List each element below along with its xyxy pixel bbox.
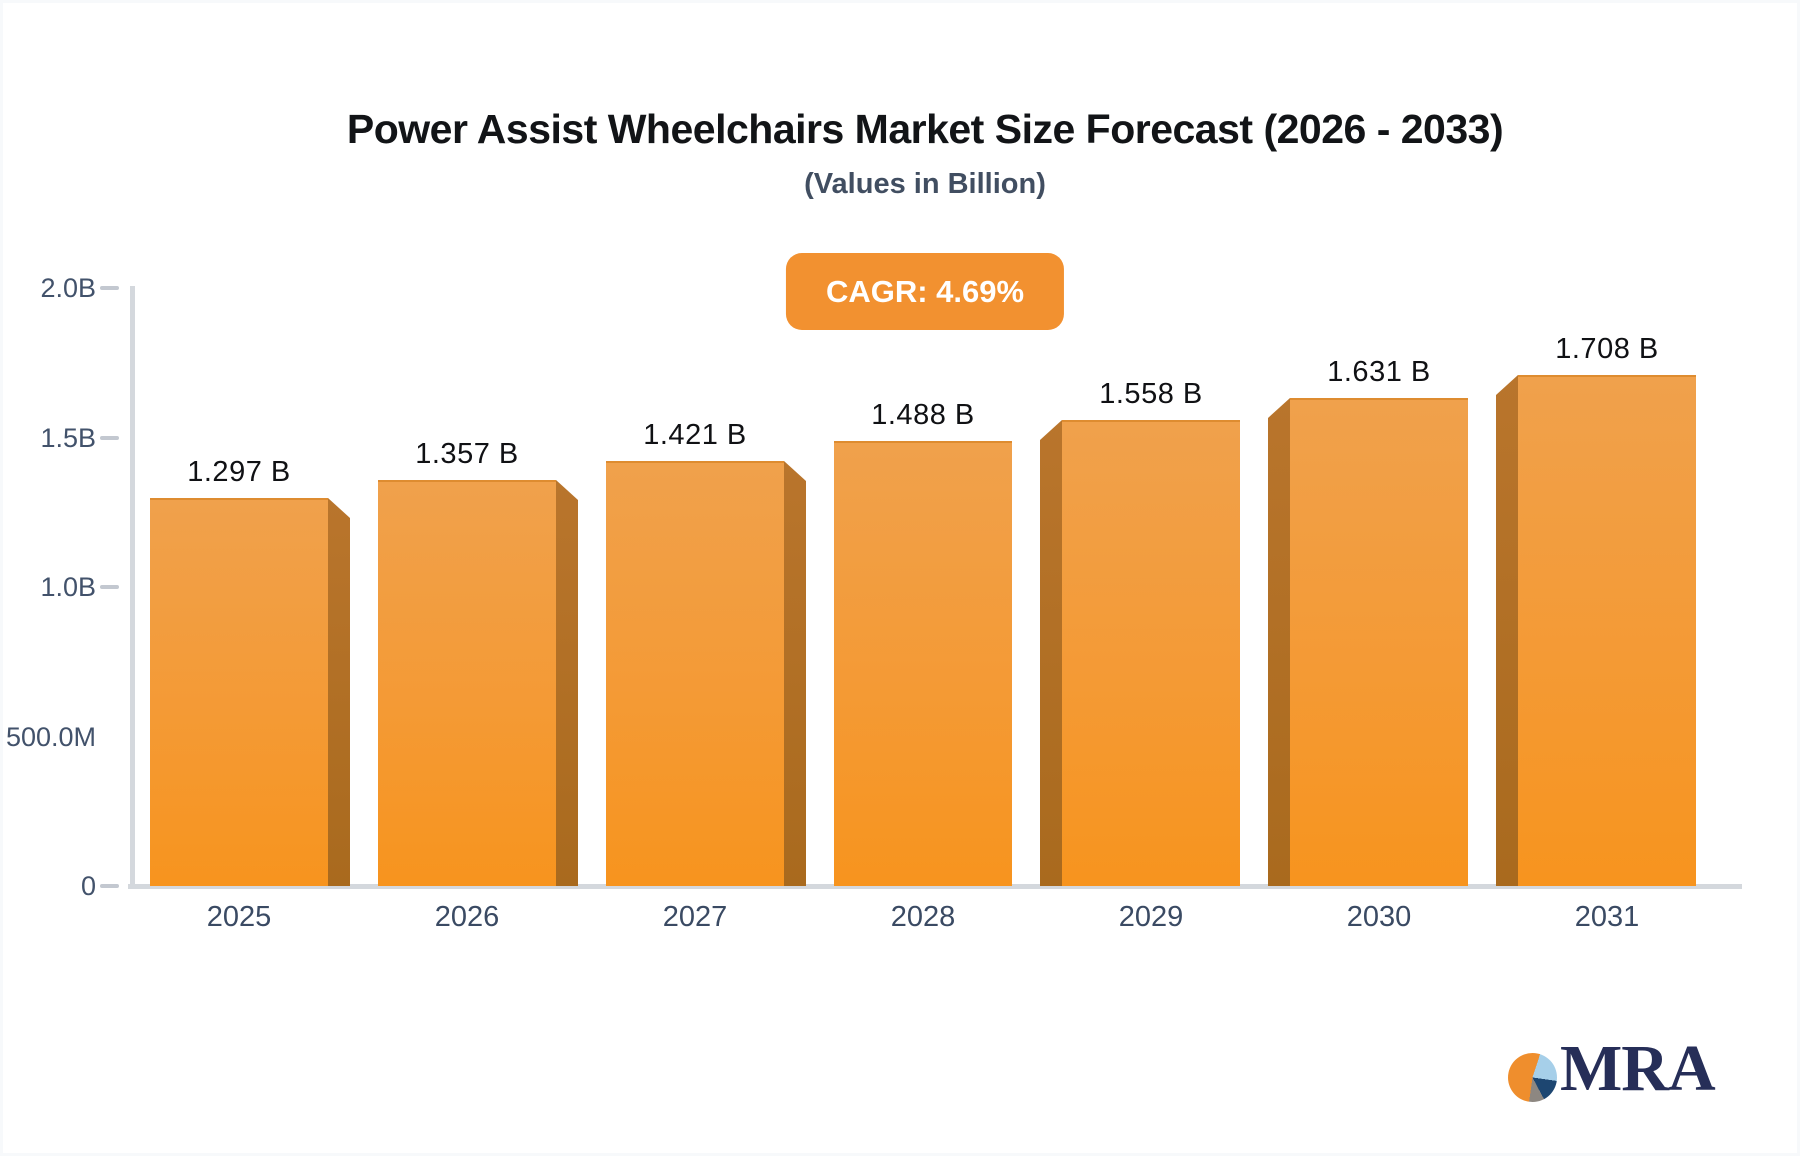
mra-logo: MRA: [1508, 1030, 1716, 1108]
y-axis-line: [130, 286, 135, 889]
bar: [1518, 375, 1696, 886]
bar: [834, 441, 1012, 886]
x-axis-category-label: 2029: [1118, 901, 1184, 933]
bar-value-label: 1.421 B: [643, 419, 747, 451]
bar-value-label: 1.631 B: [1327, 356, 1431, 388]
bar-3d-side: [1268, 398, 1290, 886]
logo-text: MRA: [1560, 1032, 1716, 1105]
bar: [1290, 398, 1468, 886]
x-axis-category-label: 2026: [434, 901, 500, 933]
pie-chart-icon: [1508, 1052, 1557, 1102]
bar-value-label: 1.488 B: [871, 399, 975, 431]
bar-value-label: 1.357 B: [415, 438, 519, 470]
y-axis-tick-label: 2.0B: [40, 273, 96, 303]
chart-title: Power Assist Wheelchairs Market Size For…: [346, 106, 1504, 152]
bar: [606, 461, 784, 886]
y-axis-tick-mark: [100, 286, 119, 290]
chart-subtitle: (Values in Billion): [804, 168, 1046, 200]
bar-3d-side: [784, 461, 806, 886]
x-axis-category-label: 2025: [206, 901, 272, 933]
x-axis-baseline: [128, 884, 1742, 889]
x-axis-category-label: 2027: [662, 901, 728, 933]
y-axis-tick-label: 1.0B: [40, 572, 96, 602]
bar-3d-side: [1496, 375, 1518, 886]
bar: [1062, 420, 1240, 886]
bar-3d-side: [1040, 420, 1062, 886]
bar-3d-side: [556, 480, 578, 886]
y-axis-tick-label: 500.0M: [5, 721, 96, 752]
bar-value-label: 1.558 B: [1099, 378, 1203, 410]
bar: [150, 498, 328, 886]
bar-value-label: 1.708 B: [1555, 333, 1659, 365]
y-axis-tick-mark: [100, 435, 119, 440]
bar-3d-side: [328, 498, 350, 886]
x-axis-category-label: 2028: [890, 901, 956, 933]
x-axis-category-label: 2030: [1346, 901, 1412, 933]
y-axis-tick-label: 0: [80, 871, 96, 901]
bar: [378, 480, 556, 886]
bar-value-label: 1.297 B: [187, 456, 291, 488]
y-axis-tick-mark: [100, 585, 119, 589]
y-axis-tick-label: 1.5B: [40, 422, 96, 453]
y-axis-tick-mark: [100, 884, 119, 888]
x-axis-category-label: 2031: [1574, 901, 1640, 933]
cagr-badge: CAGR: 4.69%: [785, 253, 1065, 330]
